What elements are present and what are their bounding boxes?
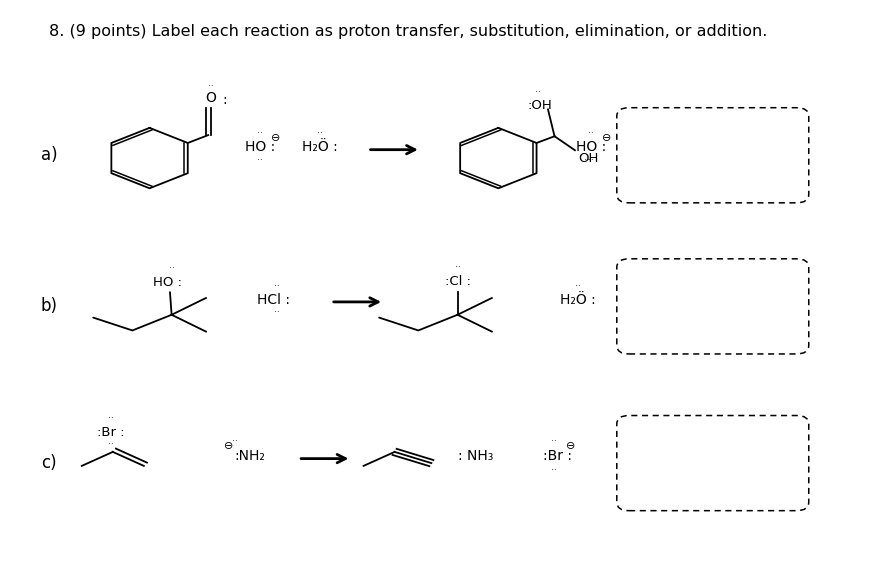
Text: ··: ·· [168,264,175,273]
Text: ··: ·· [575,282,580,291]
Text: ⊖: ⊖ [272,133,281,144]
Text: ··: ·· [454,264,461,272]
Text: OH: OH [578,152,599,165]
Text: :NH₂: :NH₂ [234,449,266,463]
Text: ⊖: ⊖ [225,441,233,452]
Text: b): b) [41,298,58,315]
Text: HO :: HO : [153,276,182,289]
Text: HO :: HO : [245,140,275,154]
Text: ··: ·· [274,308,280,318]
Text: :OH: :OH [527,99,552,112]
Text: ··: ·· [274,282,280,291]
Text: ··: ·· [109,440,114,449]
Text: HO :: HO : [576,140,606,154]
Text: HCl :: HCl : [257,293,290,307]
Text: c): c) [41,454,57,472]
FancyBboxPatch shape [617,416,809,511]
Text: ⊖: ⊖ [566,441,575,452]
Text: ··: ·· [109,415,114,423]
Text: :Cl :: :Cl : [445,275,470,288]
Text: :: : [222,93,227,107]
Text: O: O [205,91,217,106]
Text: ··: ·· [584,156,589,165]
Text: ··: ·· [208,82,214,91]
Text: a): a) [41,147,57,164]
FancyBboxPatch shape [617,259,809,354]
Text: :Br :: :Br : [97,426,125,439]
FancyBboxPatch shape [617,108,809,203]
Text: ··: ·· [257,130,263,139]
Text: ··: ·· [257,156,263,165]
Text: :Br :: :Br : [544,449,572,463]
Text: 8. (9 points) Label each reaction as proton transfer, substitution, elimination,: 8. (9 points) Label each reaction as pro… [49,24,767,39]
Text: H₂Ö :: H₂Ö : [302,140,338,154]
Text: : NH₃: : NH₃ [457,449,493,463]
Text: ··: ·· [551,437,557,446]
Text: ⊖: ⊖ [602,133,612,144]
Text: ··: ·· [232,437,237,446]
Text: ··: ·· [588,130,593,139]
Text: ··: ·· [588,156,593,165]
Text: ··: ·· [535,88,541,97]
Text: ··: ·· [317,130,323,139]
Text: ··: ·· [551,466,557,475]
Text: H₂Ö :: H₂Ö : [560,293,595,307]
